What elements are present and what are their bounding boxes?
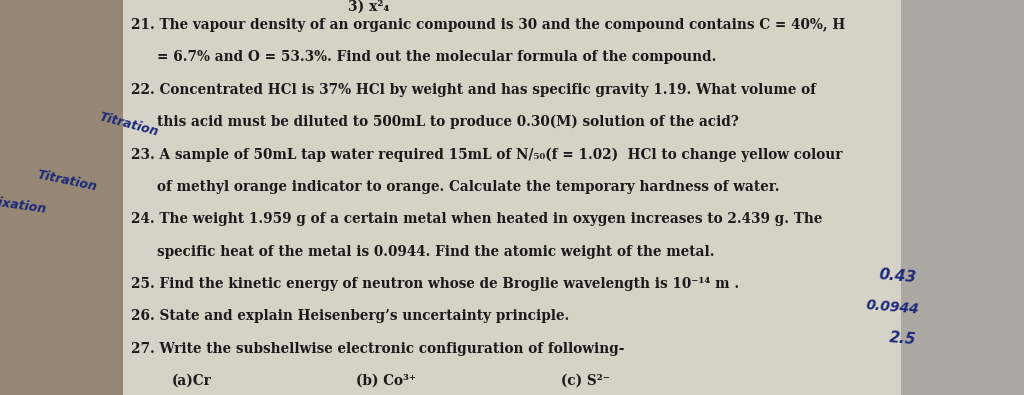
Bar xyxy=(356,0,372,395)
Bar xyxy=(668,0,683,395)
Bar xyxy=(823,0,839,395)
Text: 0.0944: 0.0944 xyxy=(865,298,920,317)
Text: 2.5: 2.5 xyxy=(889,330,918,347)
Bar xyxy=(170,0,185,395)
Text: Fixation: Fixation xyxy=(0,196,48,216)
Bar xyxy=(793,0,808,395)
Bar xyxy=(745,0,761,395)
Text: 23. A sample of 50mL tap water required 15mL of N/₅₀(f = 1.02)  HCl to change ye: 23. A sample of 50mL tap water required … xyxy=(131,147,843,162)
Text: = 6.7% and O = 53.3%. Find out the molecular formula of the compound.: = 6.7% and O = 53.3%. Find out the molec… xyxy=(157,50,716,64)
Text: 0.43: 0.43 xyxy=(879,267,918,285)
Text: 22. Concentrated HCl is 37% HCl by weight and has specific gravity 1.19. What vo: 22. Concentrated HCl is 37% HCl by weigh… xyxy=(131,83,816,96)
Bar xyxy=(559,0,574,395)
Bar xyxy=(326,0,341,395)
Bar xyxy=(527,0,543,395)
Bar xyxy=(683,0,698,395)
Bar xyxy=(715,0,730,395)
Bar xyxy=(216,0,231,395)
Bar xyxy=(263,0,279,395)
Bar xyxy=(761,0,776,395)
Bar xyxy=(309,0,326,395)
Text: (c) S²⁻: (c) S²⁻ xyxy=(561,374,610,388)
Bar xyxy=(372,0,387,395)
Bar xyxy=(901,0,1024,395)
Bar xyxy=(652,0,668,395)
Text: 3) x²₄: 3) x²₄ xyxy=(348,0,390,14)
Bar xyxy=(434,0,450,395)
Text: 26. State and explain Heisenberg’s uncertainty principle.: 26. State and explain Heisenberg’s uncer… xyxy=(131,309,569,323)
Bar xyxy=(854,0,870,395)
Bar xyxy=(341,0,356,395)
Bar xyxy=(419,0,434,395)
Bar xyxy=(637,0,652,395)
Bar xyxy=(808,0,823,395)
Bar xyxy=(387,0,403,395)
Bar xyxy=(465,0,481,395)
Text: 21. The vapour density of an organic compound is 30 and the compound contains C : 21. The vapour density of an organic com… xyxy=(131,18,846,32)
Bar xyxy=(248,0,263,395)
Bar xyxy=(574,0,590,395)
Bar xyxy=(279,0,294,395)
Bar xyxy=(450,0,465,395)
Bar xyxy=(605,0,621,395)
Bar xyxy=(543,0,559,395)
Text: (b) Co³⁺: (b) Co³⁺ xyxy=(356,374,417,388)
Text: 25. Find the kinetic energy of neutron whose de Broglie wavelength is 10⁻¹⁴ m .: 25. Find the kinetic energy of neutron w… xyxy=(131,277,739,291)
Bar xyxy=(123,0,138,395)
Bar xyxy=(403,0,419,395)
Bar xyxy=(201,0,216,395)
Text: this acid must be diluted to 500mL to produce 0.30(M) solution of the acid?: this acid must be diluted to 500mL to pr… xyxy=(157,115,738,129)
Text: (a)Cr: (a)Cr xyxy=(172,374,212,388)
Bar xyxy=(154,0,170,395)
Bar xyxy=(185,0,201,395)
Bar xyxy=(231,0,248,395)
Bar xyxy=(886,0,901,395)
Bar xyxy=(138,0,154,395)
Text: specific heat of the metal is 0.0944. Find the atomic weight of the metal.: specific heat of the metal is 0.0944. Fi… xyxy=(157,245,714,258)
Bar xyxy=(497,0,512,395)
Text: Titration: Titration xyxy=(97,111,160,139)
Text: 27. Write the subshellwise electronic configuration of following-: 27. Write the subshellwise electronic co… xyxy=(131,342,625,356)
Bar xyxy=(621,0,637,395)
Bar xyxy=(294,0,309,395)
Bar xyxy=(590,0,605,395)
Bar xyxy=(870,0,886,395)
Bar xyxy=(481,0,497,395)
Text: 24. The weight 1.959 g of a certain metal when heated in oxygen increases to 2.4: 24. The weight 1.959 g of a certain meta… xyxy=(131,212,822,226)
Bar xyxy=(512,0,527,395)
Bar xyxy=(698,0,715,395)
Text: of methyl orange indicator to orange. Calculate the temporary hardness of water.: of methyl orange indicator to orange. Ca… xyxy=(157,180,779,194)
Bar xyxy=(776,0,793,395)
Bar xyxy=(0,0,123,395)
Bar xyxy=(839,0,854,395)
Text: Titration: Titration xyxy=(36,168,98,193)
Bar xyxy=(730,0,745,395)
